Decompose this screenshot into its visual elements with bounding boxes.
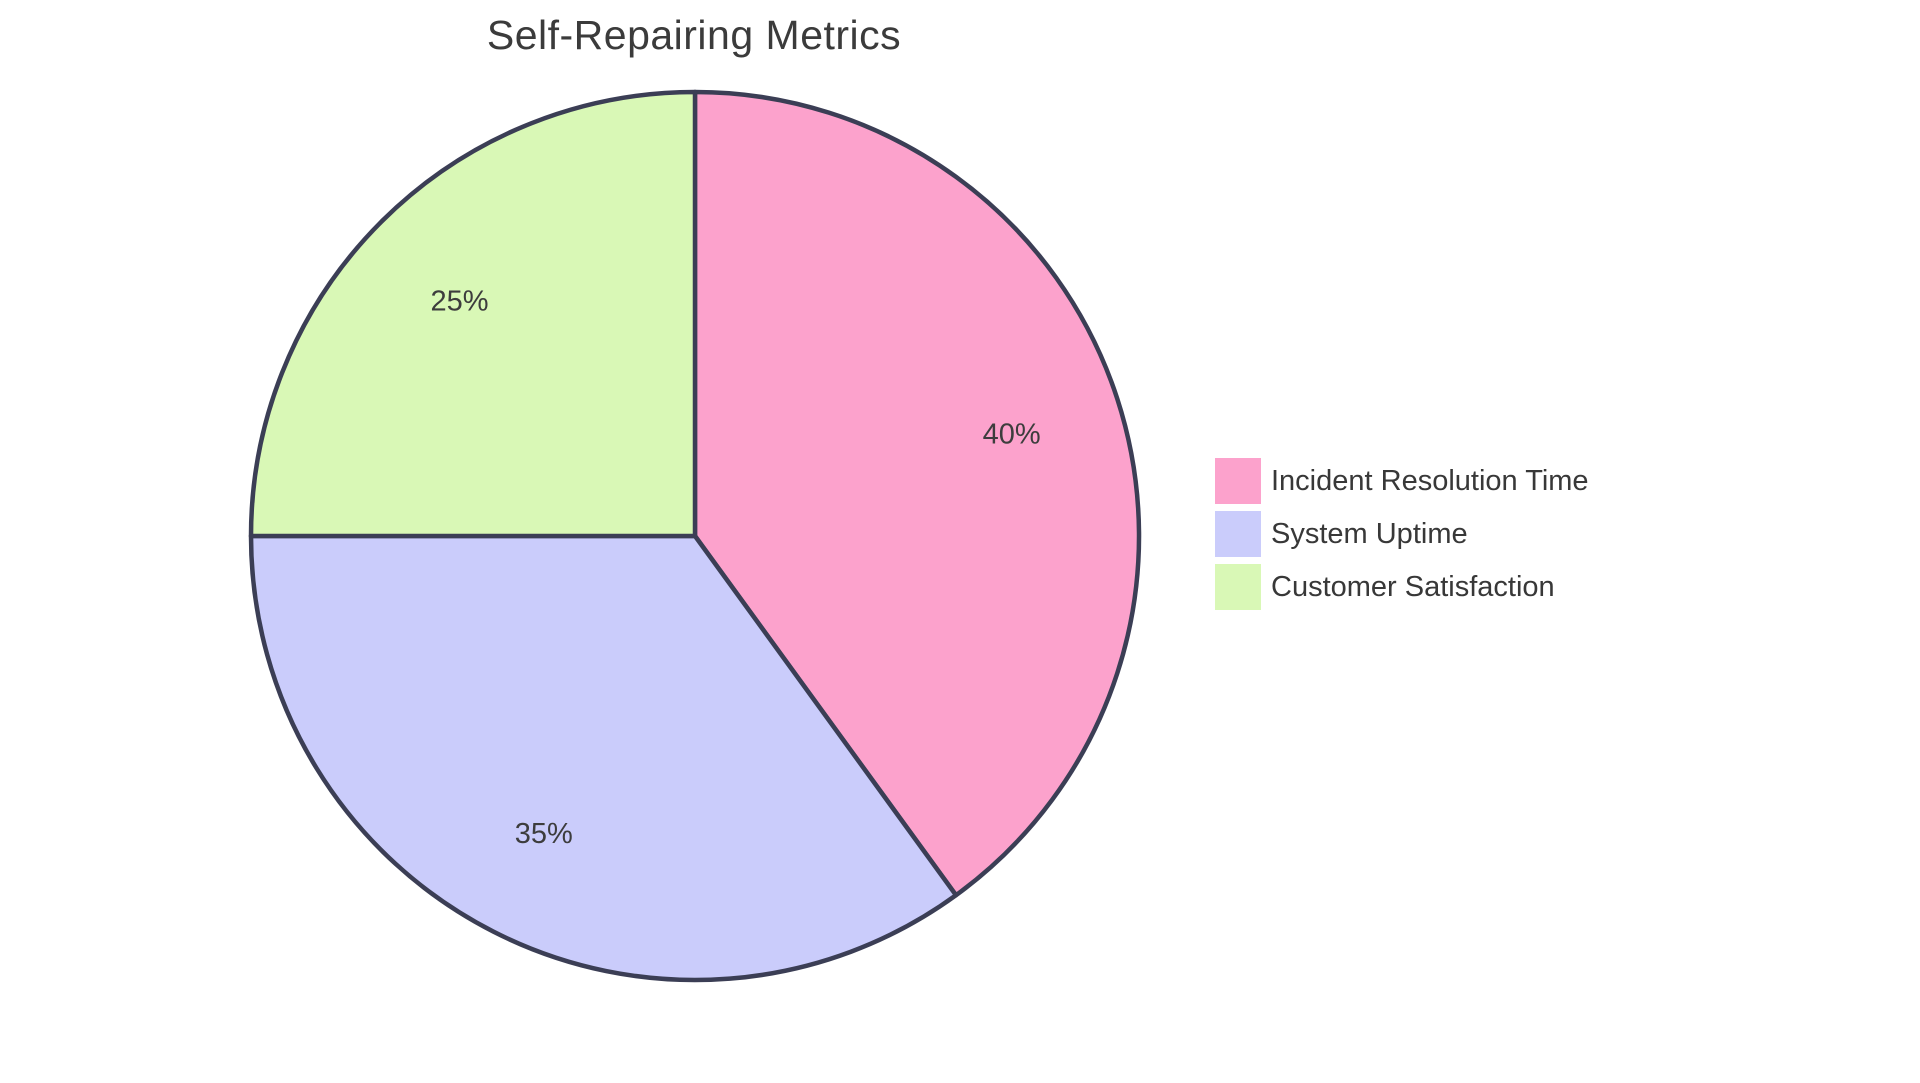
pie-slice-incident-resolution-time — [692, 89, 1142, 898]
chart-title: Self-Repairing Metrics — [486, 12, 902, 58]
pie-slice-customer-satisfaction — [248, 89, 698, 539]
pie-slice-value-label: 25% — [430, 286, 488, 318]
legend: Incident Resolution Time System Uptime C… — [1215, 458, 1589, 610]
legend-swatch-icon — [1215, 511, 1261, 557]
legend-label: Incident Resolution Time — [1271, 465, 1589, 497]
pie-slice-value-label: 35% — [515, 818, 573, 850]
pie-slice-system-uptime — [248, 533, 959, 983]
legend-swatch-icon — [1215, 458, 1261, 504]
legend-label: Customer Satisfaction — [1271, 571, 1555, 603]
pie-slice-value-label: 40% — [983, 418, 1041, 450]
legend-item: Incident Resolution Time — [1215, 458, 1589, 504]
legend-item: System Uptime — [1215, 511, 1589, 557]
legend-item: Customer Satisfaction — [1215, 564, 1589, 610]
legend-label: System Uptime — [1271, 518, 1468, 550]
legend-swatch-icon — [1215, 564, 1261, 610]
